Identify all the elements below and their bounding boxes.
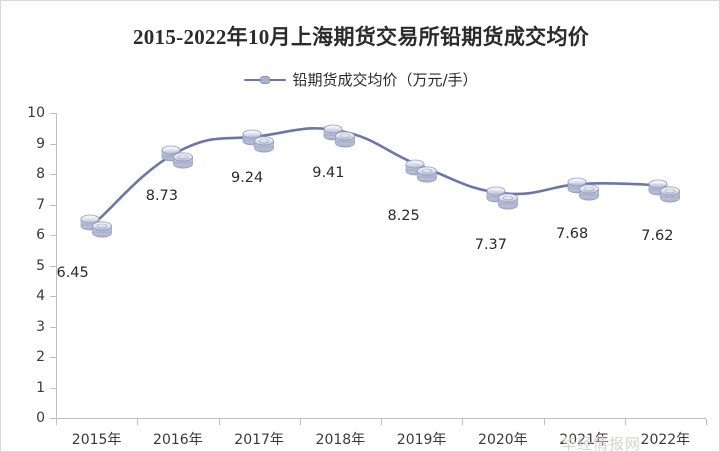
coin-stack-marker-icon — [402, 151, 442, 185]
x-axis-line — [56, 418, 706, 419]
coin-stack-marker-icon — [483, 178, 523, 212]
x-axis-tick — [543, 419, 545, 425]
y-axis-tick — [50, 235, 56, 236]
y-axis-tick-label: 9 — [36, 135, 45, 152]
y-axis-tick — [50, 143, 56, 145]
x-axis-tick-label: 2015年 — [71, 432, 122, 448]
y-axis-tick — [50, 204, 56, 206]
y-axis-tick-label: 5 — [36, 257, 45, 274]
x-axis-tick-label: 2020年 — [478, 432, 528, 448]
legend-marker-icon — [260, 75, 271, 84]
y-axis-tick — [50, 296, 56, 297]
y-axis-line — [56, 113, 57, 419]
x-axis-tick — [706, 419, 707, 425]
coin-stack-marker-icon — [564, 169, 604, 203]
coin-stack-marker-icon — [239, 121, 279, 155]
y-axis-tick — [50, 387, 56, 389]
chart-legend: 铅期货成交均价（万元/手） — [1, 69, 719, 90]
y-axis-tick — [50, 326, 56, 328]
x-axis-tick — [218, 419, 220, 425]
chart-title: 2015-2022年10月上海期货交易所铅期货成交均价 — [132, 25, 590, 49]
y-axis-tick-label: 1 — [36, 379, 45, 396]
y-axis-tick-label: 7 — [36, 196, 45, 213]
data-point-label: 8.25 — [387, 208, 420, 225]
x-axis-tick — [381, 419, 382, 425]
x-axis-tick-label: 2017年 — [234, 432, 284, 448]
legend-item-label: 铅期货成交均价（万元/手） — [292, 71, 478, 89]
data-point-label: 7.37 — [474, 237, 508, 254]
coin-stack-marker-icon — [77, 206, 117, 240]
x-axis-tick-label: 2018年 — [315, 432, 366, 448]
y-axis-tick — [50, 357, 56, 358]
x-axis-tick — [56, 419, 57, 425]
y-axis-tick — [50, 418, 56, 419]
y-axis-tick-label: 4 — [36, 288, 45, 304]
coin-stack-marker-icon — [645, 171, 685, 205]
x-axis-tick — [462, 419, 464, 425]
watermark: 华经情报网 — [561, 435, 642, 452]
y-axis-tick-label: 6 — [36, 227, 45, 243]
x-axis-tick-label: 2019年 — [396, 432, 447, 448]
y-axis-tick-label: 0 — [36, 410, 45, 426]
data-point-label: 9.41 — [312, 164, 345, 181]
y-axis-tick-label: 10 — [27, 105, 45, 121]
coin-stack-marker-icon — [158, 137, 198, 171]
x-axis-tick — [624, 419, 626, 425]
y-axis-tick — [50, 113, 56, 114]
data-point-label: 9.24 — [230, 170, 264, 187]
y-axis-tick-label: 2 — [36, 349, 45, 365]
data-point-label: 8.73 — [145, 187, 179, 204]
y-axis-tick — [50, 174, 56, 175]
x-axis-tick — [299, 419, 301, 425]
y-axis-tick — [50, 265, 56, 267]
x-axis-tick-label: 2016年 — [153, 432, 203, 448]
x-axis-tick-label: 2022年 — [640, 432, 691, 448]
y-axis-tick-label: 3 — [36, 318, 45, 335]
data-point-label: 7.62 — [641, 227, 674, 244]
data-point-label: 6.45 — [56, 265, 89, 282]
coin-stack-marker-icon — [320, 116, 360, 150]
x-axis-tick — [137, 419, 139, 425]
data-point-label: 7.68 — [555, 225, 589, 242]
legend-line-marker-icon — [244, 73, 287, 87]
x-axis-tick-label: 2021年 — [559, 432, 609, 448]
y-axis-tick-label: 8 — [36, 166, 45, 182]
